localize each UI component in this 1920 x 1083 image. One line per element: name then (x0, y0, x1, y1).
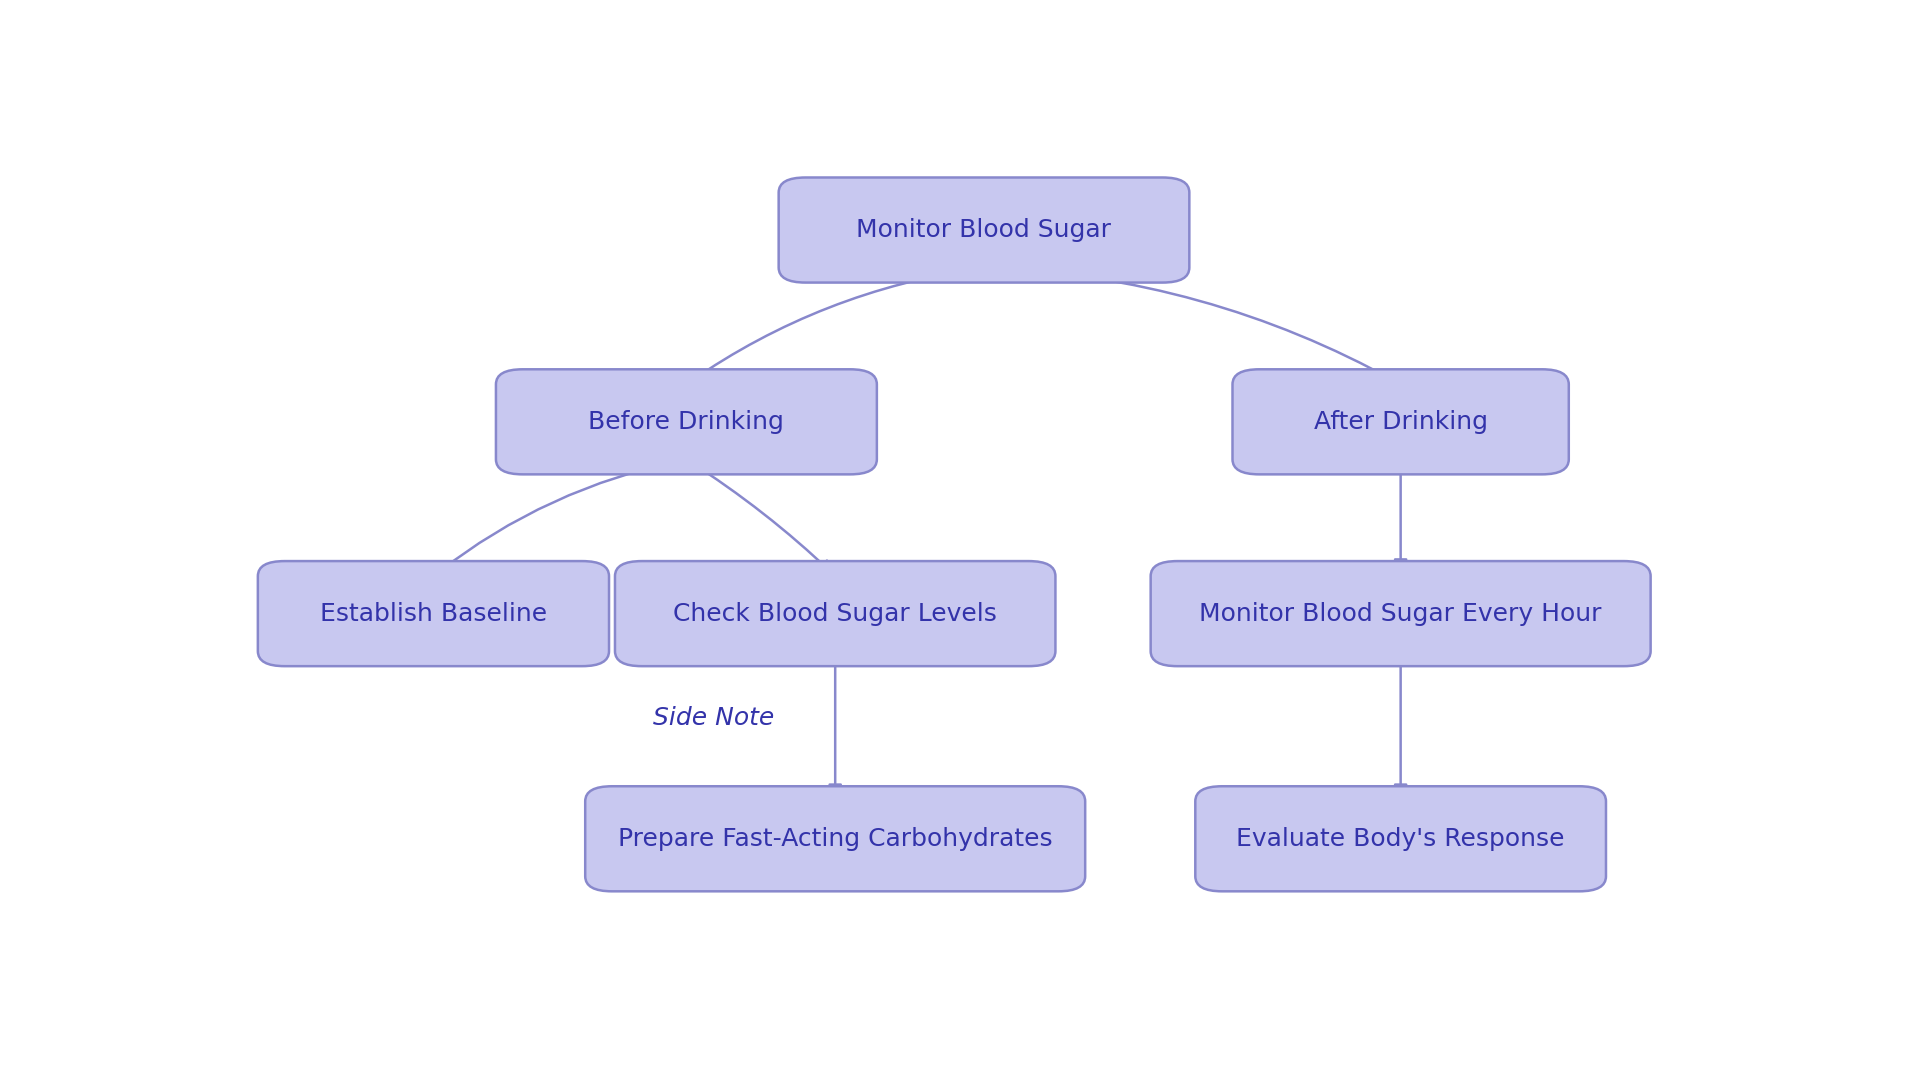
Text: Before Drinking: Before Drinking (588, 409, 785, 434)
Text: Establish Baseline: Establish Baseline (321, 602, 547, 626)
FancyBboxPatch shape (780, 178, 1188, 283)
FancyBboxPatch shape (1196, 786, 1605, 891)
Text: Monitor Blood Sugar Every Hour: Monitor Blood Sugar Every Hour (1200, 602, 1601, 626)
Text: After Drinking: After Drinking (1313, 409, 1488, 434)
FancyBboxPatch shape (586, 786, 1085, 891)
FancyBboxPatch shape (495, 369, 877, 474)
Text: Monitor Blood Sugar: Monitor Blood Sugar (856, 218, 1112, 242)
FancyBboxPatch shape (1233, 369, 1569, 474)
Text: Evaluate Body's Response: Evaluate Body's Response (1236, 826, 1565, 851)
Text: Check Blood Sugar Levels: Check Blood Sugar Levels (674, 602, 996, 626)
FancyBboxPatch shape (614, 561, 1056, 666)
FancyBboxPatch shape (1150, 561, 1651, 666)
Text: Side Note: Side Note (653, 706, 774, 730)
Text: Prepare Fast-Acting Carbohydrates: Prepare Fast-Acting Carbohydrates (618, 826, 1052, 851)
FancyBboxPatch shape (257, 561, 609, 666)
